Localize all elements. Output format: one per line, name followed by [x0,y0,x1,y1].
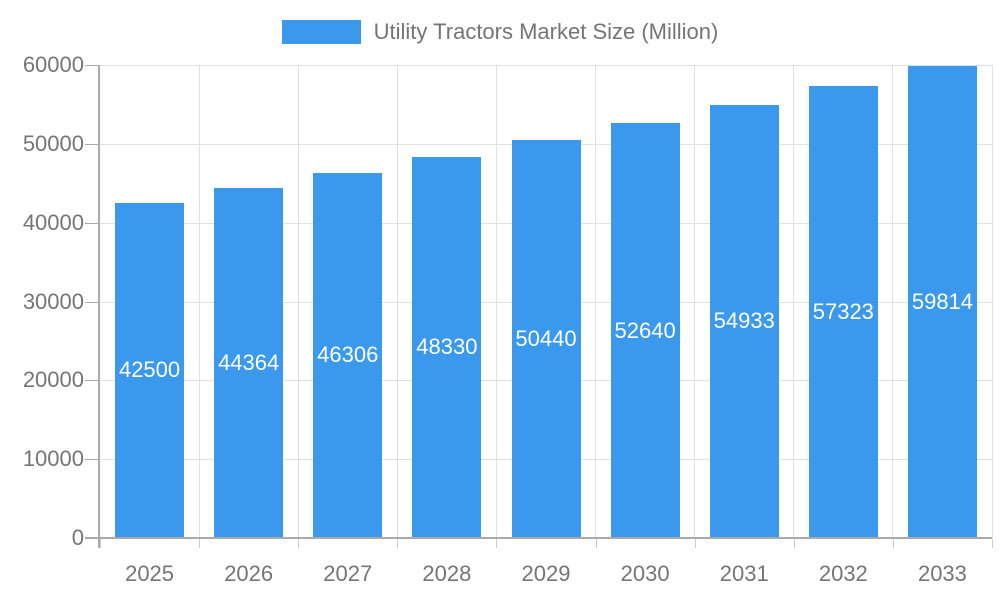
x-axis-tick [496,539,498,548]
x-axis-tick [694,539,696,548]
x-axis-tick [793,539,795,548]
x-gridline [495,65,497,538]
bar-2026[interactable]: 44364 [214,188,284,538]
bar-value-label: 50440 [515,326,577,352]
y-axis-tick-label: 0 [71,525,84,550]
y-axis-tick [85,143,99,145]
plot-area: 42500 44364 46306 48330 50440 52640 54933 57323… [100,65,993,538]
x-axis-tick [595,539,597,548]
bar-2027[interactable]: 46306 [313,172,383,538]
bar-value-label: 46306 [317,342,379,368]
x-gridline [793,65,795,538]
bar-value-label: 54933 [713,308,775,334]
x-axis-category-label: 2028 [422,561,472,586]
x-gridline [991,65,993,538]
x-axis-category-label: 2029 [521,561,571,586]
x-gridline [396,65,398,538]
y-axis-tick [85,222,99,224]
bar-value-label: 44364 [218,350,280,376]
bar-value-label: 52640 [614,317,676,343]
y-axis-tick [85,380,99,382]
x-axis-tick [100,539,101,548]
y-axis-tick-label: 60000 [22,52,84,77]
legend-label: Utility Tractors Market Size (Million) [373,19,719,44]
bar-2031[interactable]: 54933 [709,104,779,538]
bar-2025[interactable]: 42500 [115,202,185,538]
x-axis-category-label: 2026 [224,561,274,586]
y-axis-tick [85,65,99,66]
y-axis-tick [85,538,99,539]
y-axis-tick-label: 20000 [22,367,84,393]
x-axis-category-label: 2033 [917,561,967,586]
y-axis-tick-label: 50000 [22,130,84,156]
x-axis-tick [199,539,201,548]
y-axis-tick-label: 10000 [22,446,84,472]
x-gridline [198,65,200,538]
x-axis-category-label: 2027 [323,561,373,586]
bar-2033[interactable]: 59814 [907,66,977,538]
y-axis-tick [85,459,99,461]
x-axis-tick [298,539,300,548]
legend-item[interactable]: Utility Tractors Market Size (Million) [0,14,1000,50]
x-axis-line [85,537,992,539]
x-gridline [892,65,894,538]
y-axis-tick-label: 30000 [22,288,84,314]
y-axis-tick-label: 40000 [22,209,84,235]
x-axis-tick [892,539,894,548]
legend-swatch [281,20,361,44]
bar-2028[interactable]: 48330 [412,156,482,538]
x-gridline [297,65,299,538]
x-axis-category-label: 2032 [818,561,868,586]
x-axis-category-label: 2025 [125,561,175,586]
y-gridline [100,65,992,66]
x-axis-category-label: 2031 [719,561,769,586]
bar-2029[interactable]: 50440 [511,140,581,538]
bar-value-label: 59814 [911,289,974,315]
y-axis-tick [85,301,99,303]
x-axis-tick [397,539,399,548]
bar-value-label: 42500 [118,357,181,383]
y-axis-line [98,65,100,548]
bar-2030[interactable]: 52640 [610,123,680,538]
x-axis-tick [992,539,993,548]
x-gridline [595,65,597,538]
bar-value-label: 57323 [812,299,874,325]
x-gridline [694,65,696,538]
x-axis-category-label: 2030 [620,561,670,586]
bar-2032[interactable]: 57323 [808,86,878,538]
bar-value-label: 48330 [416,334,478,360]
